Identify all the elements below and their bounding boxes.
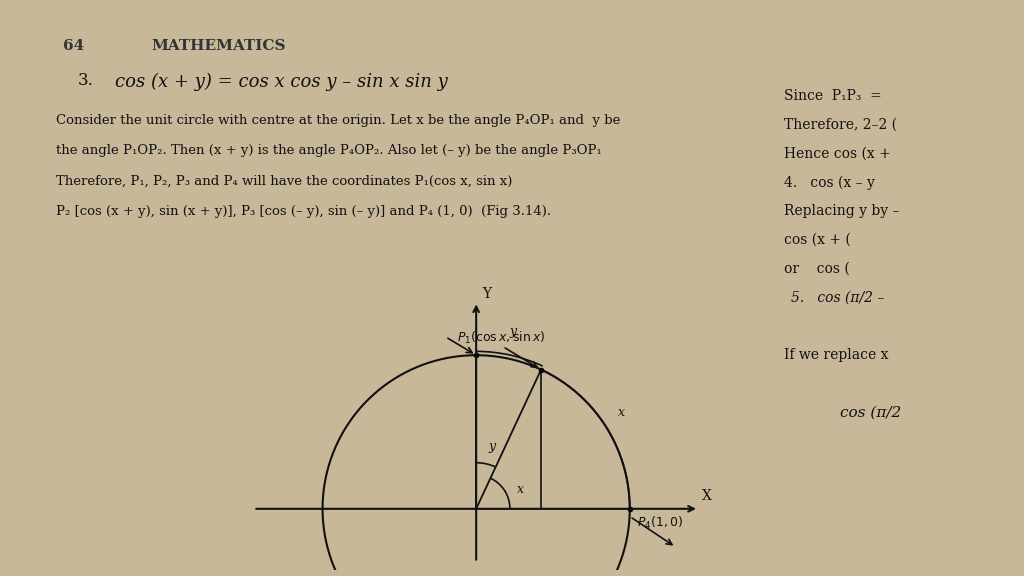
Text: x: x (517, 483, 524, 497)
Text: Replacing y by –: Replacing y by – (784, 204, 900, 218)
Text: y: y (488, 440, 496, 453)
Text: X: X (701, 488, 712, 503)
Text: Since  P₁P₃  =: Since P₁P₃ = (784, 89, 882, 103)
Text: If we replace x: If we replace x (784, 348, 889, 362)
Text: P₂ [cos (x + y), sin (x + y)], P₃ [cos (– y), sin (– y)] and P₄ (1, 0)  (Fig 3.1: P₂ [cos (x + y), sin (x + y)], P₃ [cos (… (55, 205, 551, 218)
Text: or    cos (: or cos ( (784, 262, 850, 275)
Text: $P_1(\cos x, \sin x)$: $P_1(\cos x, \sin x)$ (457, 330, 545, 346)
Text: MATHEMATICS: MATHEMATICS (152, 39, 286, 53)
Text: y: y (510, 325, 517, 338)
Text: x: x (617, 406, 625, 419)
Text: 4.   cos (x – y: 4. cos (x – y (784, 175, 876, 190)
Text: Therefore, P₁, P₂, P₃ and P₄ will have the coordinates P₁(cos x, sin x): Therefore, P₁, P₂, P₃ and P₄ will have t… (55, 175, 512, 188)
Text: cos (π/2: cos (π/2 (840, 406, 901, 419)
Text: Y: Y (482, 287, 492, 301)
Text: the angle P₁OP₂. Then (x + y) is the angle P₄OP₂. Also let (– y) be the angle P₃: the angle P₁OP₂. Then (x + y) is the ang… (55, 144, 601, 157)
Text: cos (x + y) = cos x cos y – sin x sin y: cos (x + y) = cos x cos y – sin x sin y (115, 73, 447, 90)
Text: Consider the unit circle with centre at the origin. Let x be the angle P₄OP₁ and: Consider the unit circle with centre at … (55, 114, 621, 127)
Text: 5.   cos (π/2 –: 5. cos (π/2 – (791, 290, 884, 304)
Text: 64: 64 (63, 39, 84, 53)
Text: 3.: 3. (78, 73, 94, 89)
Text: $P_4(1, 0)$: $P_4(1, 0)$ (637, 515, 684, 531)
Text: Therefore, 2–2 (: Therefore, 2–2 ( (784, 118, 897, 132)
Text: Hence cos (x +: Hence cos (x + (784, 146, 891, 161)
Text: cos (x + (: cos (x + ( (784, 233, 851, 247)
